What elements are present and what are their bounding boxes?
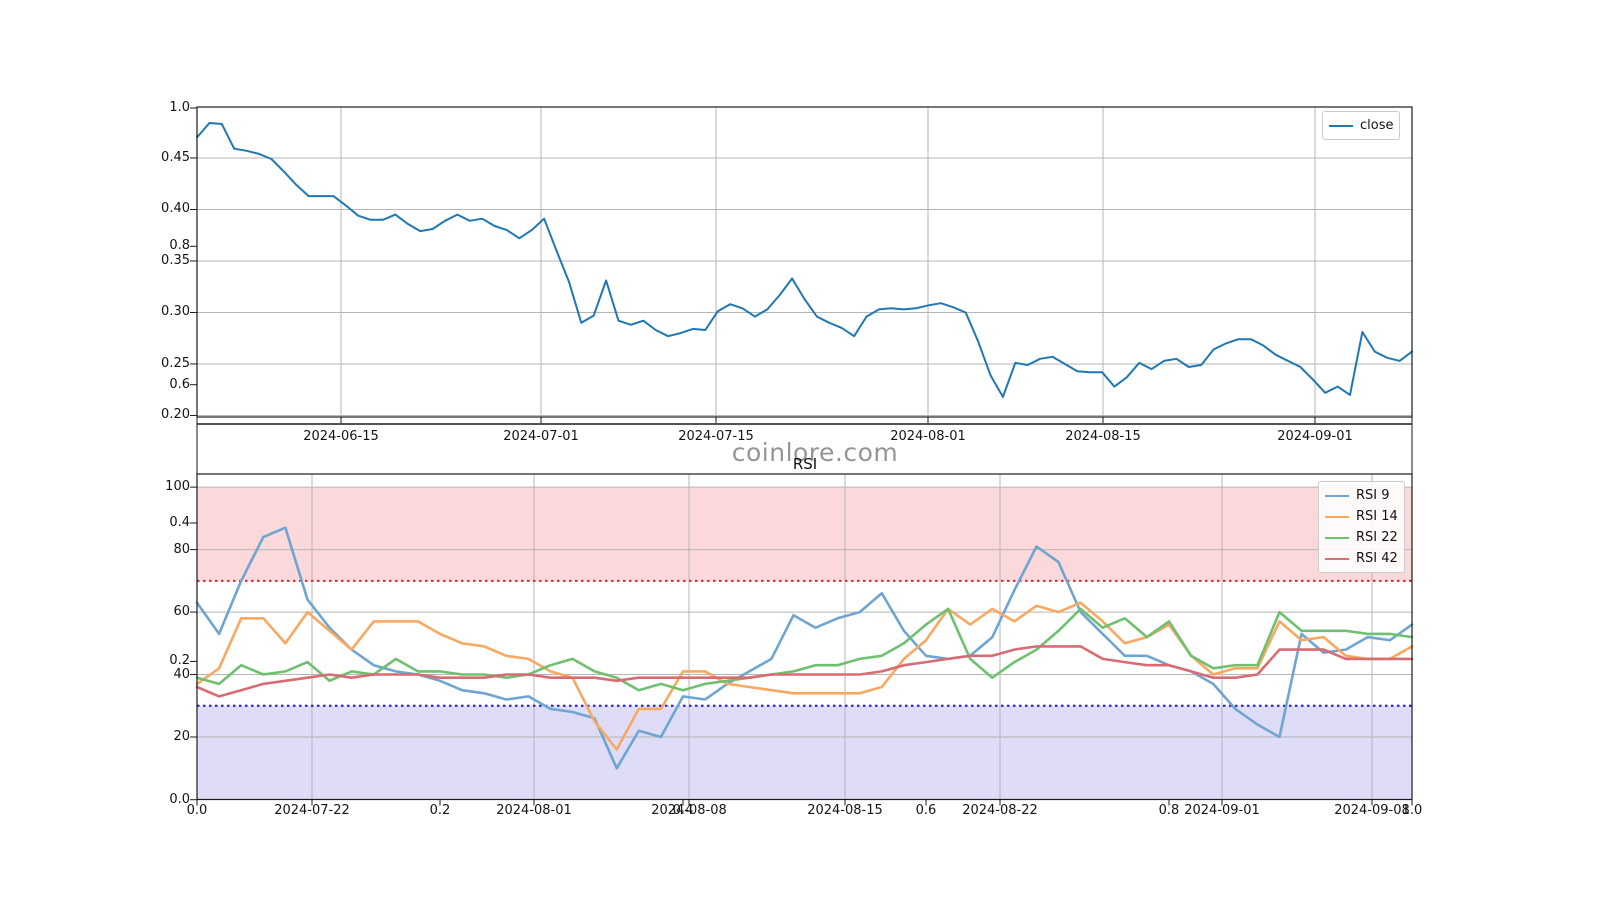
legend-row: RSI 22 — [1325, 527, 1398, 548]
figure-y-tick-label: 0.6 — [169, 376, 190, 392]
figure-y-tick-label: 0.0 — [169, 791, 190, 807]
price-x-tick-label: 2024-06-15 — [303, 429, 379, 444]
price-x-tick-label: 2024-09-01 — [1277, 429, 1353, 444]
rsi14-line-swatch — [1325, 515, 1349, 518]
legend-row: close — [1329, 115, 1393, 136]
rsi-x-tick-label: 2024-08-22 — [962, 803, 1038, 818]
legend-row: RSI 42 — [1325, 548, 1398, 569]
legend-row: RSI 14 — [1325, 506, 1398, 527]
rsi9-line-swatch — [1325, 494, 1349, 497]
price-y-tick-label: 0.40 — [161, 201, 190, 217]
price-x-tick-label: 2024-08-01 — [890, 429, 966, 444]
rsi-x-tick-label: 1.0 — [1401, 803, 1423, 818]
rsi-chart-title: RSI — [792, 455, 818, 473]
rsi-y-tick-label: 100 — [165, 479, 190, 495]
rsi22-legend-label: RSI 22 — [1356, 530, 1398, 545]
price-x-tick-label: 2024-07-15 — [678, 429, 754, 444]
price-legend: close — [1322, 111, 1401, 140]
price-y-tick-label: 0.25 — [161, 355, 190, 371]
rsi-y-tick-label: 60 — [173, 604, 190, 620]
rsi-x-tick-label: 0.0 — [186, 803, 208, 818]
rsi-x-tick-label: 2024-08-08 — [651, 803, 727, 818]
price-y-tick-label: 0.30 — [161, 304, 190, 320]
legend-row: RSI 9 — [1325, 485, 1398, 506]
watermark: coinlore.com — [731, 438, 899, 467]
rsi-x-tick-label: 0.4 — [672, 803, 694, 818]
close-legend-label: close — [1360, 118, 1394, 133]
price-y-tick-label: 0.20 — [161, 407, 190, 423]
figure-y-tick-label: 0.8 — [169, 238, 190, 254]
rsi-y-tick-label: 20 — [173, 729, 190, 745]
rsi-x-tick-label: 2024-09-08 — [1334, 803, 1410, 818]
rsi-y-tick-label: 80 — [173, 541, 190, 557]
rsi-x-tick-label: 2024-07-22 — [274, 803, 350, 818]
rsi42-legend-label: RSI 42 — [1356, 551, 1398, 566]
rsi9-legend-label: RSI 9 — [1356, 488, 1390, 503]
price-y-tick-label: 0.35 — [161, 252, 190, 268]
figure-y-tick-label: 0.2 — [169, 653, 190, 669]
rsi-x-tick-label: 0.8 — [1158, 803, 1180, 818]
rsi-y-tick-label: 40 — [173, 666, 190, 682]
price-y-tick-label: 0.45 — [161, 149, 190, 165]
rsi-x-tick-label: 2024-08-01 — [496, 803, 572, 818]
rsi22-line-swatch — [1325, 536, 1349, 539]
rsi42-line-swatch — [1325, 557, 1349, 560]
price-x-tick-label: 2024-07-01 — [503, 429, 579, 444]
figure-y-tick-label: 0.4 — [169, 515, 190, 530]
figure-y-tick-label: 1.0 — [169, 100, 190, 115]
rsi-legend: RSI 9 RSI 14 RSI 22 RSI 42 — [1318, 481, 1405, 573]
close-line-swatch — [1329, 124, 1353, 127]
rsi-x-tick-label: 2024-08-15 — [807, 803, 883, 818]
rsi-x-tick-label: 0.6 — [915, 803, 937, 818]
rsi-x-tick-label: 0.2 — [429, 803, 451, 818]
price-x-tick-label: 2024-08-15 — [1065, 429, 1141, 444]
rsi-x-tick-label: 2024-09-01 — [1184, 803, 1260, 818]
rsi14-legend-label: RSI 14 — [1356, 509, 1398, 524]
